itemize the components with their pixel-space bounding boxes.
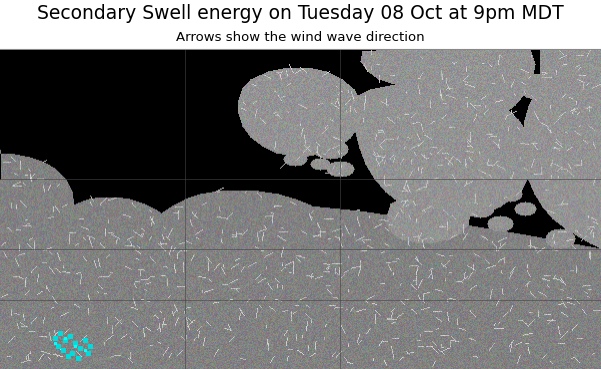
- Text: Secondary Swell energy on Tuesday 08 Oct at 9pm MDT: Secondary Swell energy on Tuesday 08 Oct…: [37, 4, 564, 24]
- Text: Arrows show the wind wave direction: Arrows show the wind wave direction: [176, 31, 425, 44]
